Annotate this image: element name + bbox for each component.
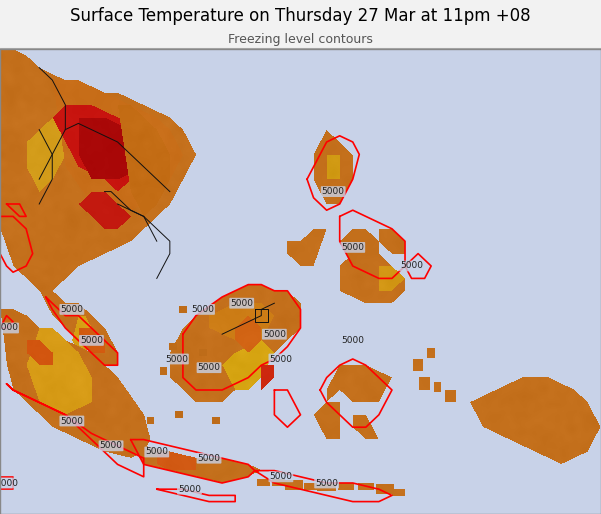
Text: 5000: 5000 [341,336,364,345]
Text: Freezing level contours: Freezing level contours [228,33,373,46]
Text: 5000: 5000 [400,262,423,270]
Text: 5000: 5000 [165,355,188,363]
Text: 5000: 5000 [191,305,214,314]
Text: 5000: 5000 [80,336,103,345]
Text: 5000: 5000 [341,243,364,252]
Text: 5000: 5000 [230,299,253,308]
Text: 5000: 5000 [0,479,18,487]
Text: 5000: 5000 [100,442,123,450]
Text: 5000: 5000 [315,479,338,487]
Text: 5000: 5000 [198,363,221,372]
Text: 5000: 5000 [322,187,344,196]
Text: 5000: 5000 [60,305,84,314]
Text: 5000: 5000 [269,355,293,363]
Text: Surface Temperature on Thursday 27 Mar at 11pm +08: Surface Temperature on Thursday 27 Mar a… [70,7,531,25]
Text: 5000: 5000 [0,323,18,333]
Text: 5000: 5000 [145,448,168,456]
Text: 5000: 5000 [60,416,84,426]
Text: 5000: 5000 [178,485,201,494]
Text: 5000: 5000 [263,329,286,339]
Text: 5000: 5000 [198,454,221,463]
Text: 5000: 5000 [269,472,293,481]
